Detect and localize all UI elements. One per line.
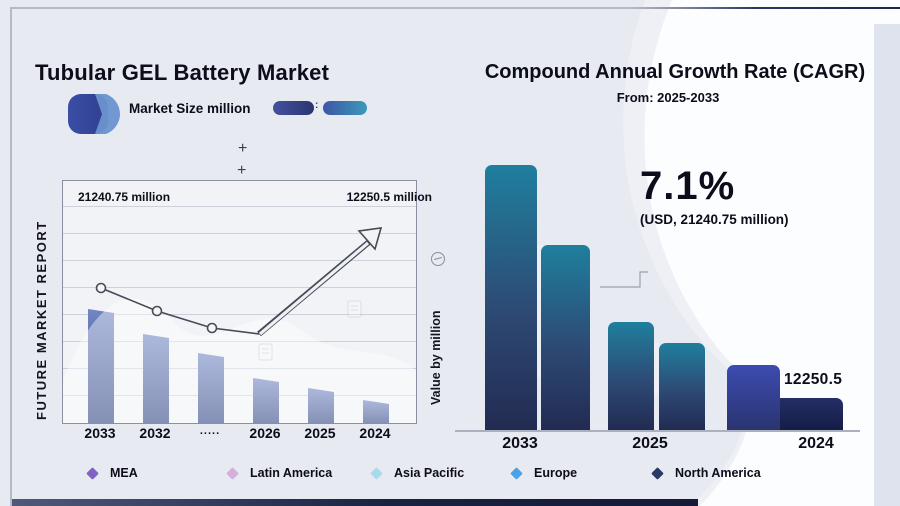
legend-item-europe: Europe [510, 466, 578, 480]
x-axis-label: 2024 [359, 425, 391, 441]
left-title: Tubular GEL Battery Market [35, 60, 330, 85]
gridline [63, 206, 416, 207]
legend-item-north-america: North America [651, 466, 761, 480]
market-size-bar [363, 400, 389, 423]
right-title: Compound Annual Growth Rate (CAGR) [484, 61, 866, 83]
step-bracket-line [600, 271, 648, 288]
cagr-bar-primary [608, 322, 654, 430]
market-size-bar [198, 353, 224, 423]
x-axis-label: 2032 [139, 425, 171, 441]
legend-label: Latin America [250, 466, 333, 480]
cagr-bar-primary [485, 165, 537, 430]
legend-label: North America [675, 466, 761, 480]
cagr-bar-secondary [541, 245, 590, 430]
cagr-x-axis-label: 2025 [632, 435, 668, 452]
legend-label: MEA [110, 466, 138, 480]
cagr-bar-primary [727, 365, 780, 430]
gridline [63, 314, 416, 315]
gridline [63, 395, 416, 396]
future-market-report-watermark: FUTURE MARKET REPORT [34, 220, 49, 420]
ratio-pill-left [273, 101, 314, 115]
bar-notch [654, 343, 659, 395]
cagr-bar-secondary [780, 398, 843, 430]
x-axis-label: ..... [199, 425, 221, 437]
gridline [63, 287, 416, 288]
ratio-pill-right [323, 101, 367, 115]
market-size-chart: 21240.75 million 12250.5 million [62, 180, 432, 424]
legend-diamond-icon [226, 466, 239, 480]
battery-cylinder-icon [68, 94, 120, 134]
legend-diamond-icon [86, 466, 99, 480]
plus-icon: + [237, 162, 247, 179]
bar-notch [537, 245, 541, 378]
cagr-chart-baseline [455, 430, 860, 432]
gridline [63, 260, 416, 261]
chart-top-left-value: 21240.75 million [78, 190, 171, 204]
market-size-bar [253, 378, 279, 423]
document-ghost-icon [347, 300, 362, 318]
legend-diamond-icon [510, 466, 523, 480]
cagr-bar-secondary [659, 343, 705, 430]
value-by-million-axis-label: Value by million [429, 310, 443, 405]
cagr-x-axis-label: 2024 [798, 435, 834, 452]
legend-label: Europe [534, 466, 578, 480]
legend-diamond-icon [651, 466, 664, 480]
chart-top-right-value: 12250.5 million [346, 190, 432, 204]
gridline [63, 368, 416, 369]
market-size-label: Market Size million [129, 101, 251, 116]
x-axis-label: 2033 [84, 425, 116, 441]
gridline [63, 233, 416, 234]
frame-left-line [10, 7, 12, 506]
legend-item-latin-america: Latin America [226, 466, 333, 480]
gridline [63, 341, 416, 342]
cagr-value: 7.1% [640, 164, 736, 208]
value-annotation: 12250.5 [784, 371, 843, 388]
x-axis-label: 2026 [249, 425, 281, 441]
frame-bottom-bar [12, 499, 698, 506]
cagr-note: (USD, 21240.75 million) [640, 212, 789, 227]
mountain-silhouette [63, 298, 416, 423]
arrow-head [357, 227, 383, 251]
plus-icon: + [238, 140, 248, 157]
legend-item-asia-pacific: Asia Pacific [370, 466, 465, 480]
right-edge-strip [874, 24, 900, 506]
ratio-colon: : [315, 100, 319, 111]
document-ghost-icon [258, 343, 273, 361]
legend-diamond-icon [370, 466, 383, 480]
right-subtitle: From: 2025-2033 [616, 90, 720, 105]
cagr-x-axis-label: 2033 [502, 435, 538, 452]
minus-circle-icon [431, 252, 445, 266]
trend-line-and-arrow [63, 227, 416, 423]
x-axis-label: 2025 [304, 425, 336, 441]
frame-top-line [10, 7, 900, 9]
market-size-bar [143, 334, 169, 423]
market-size-bar [88, 309, 114, 423]
legend-label: Asia Pacific [394, 466, 465, 480]
legend-item-mea: MEA [86, 466, 138, 480]
market-size-bar [308, 388, 334, 423]
